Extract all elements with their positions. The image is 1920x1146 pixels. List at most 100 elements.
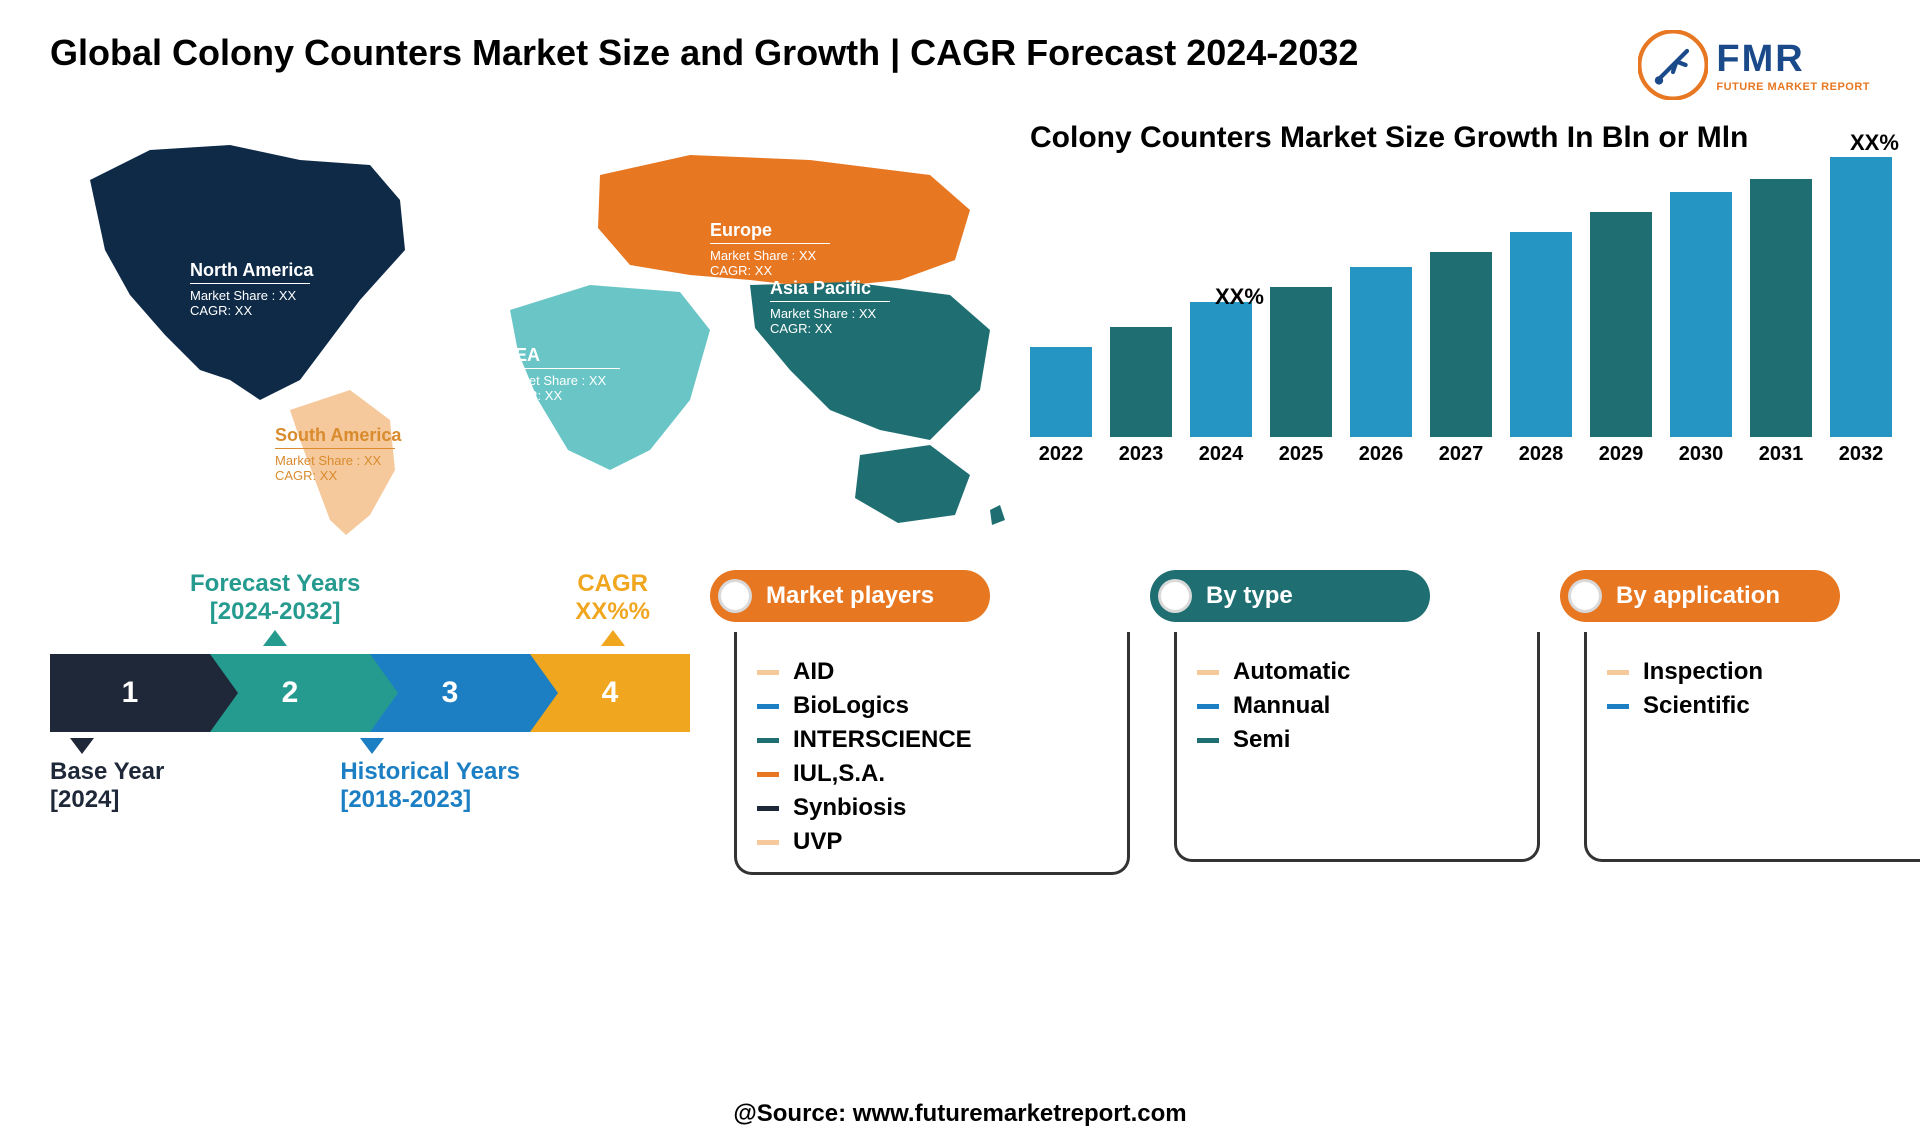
forecast-years: Forecast Years [2024-2032]: [190, 570, 360, 646]
bar-label: 2023: [1119, 443, 1164, 466]
timeline-below: Base Year [2024] Historical Years [2018-…: [50, 738, 690, 814]
list-item-label: Automatic: [1233, 658, 1350, 686]
list-item-label: Synbiosis: [793, 794, 906, 822]
list-item: Semi: [1197, 726, 1523, 754]
bar-label: 2027: [1439, 443, 1484, 466]
pill-by-application: By application: [1560, 570, 1840, 622]
bar-col: 2030: [1670, 192, 1732, 466]
bar-col: 2028: [1510, 232, 1572, 466]
bar-label: 2024: [1199, 443, 1244, 466]
list-item-label: Inspection: [1643, 658, 1763, 686]
page-title: Global Colony Counters Market Size and G…: [50, 30, 1358, 77]
list-item: Inspection: [1607, 658, 1920, 686]
triangle-down-icon: [360, 738, 384, 754]
dash-icon: [1197, 704, 1219, 709]
bar: [1750, 179, 1812, 437]
timeline-bar: 1234: [50, 654, 690, 732]
bar: [1670, 192, 1732, 437]
panel-by-type: By type Automatic Mannual Semi: [1150, 570, 1540, 875]
world-map: North America Market Share : XX CAGR: XX…: [50, 120, 1010, 540]
bar: [1510, 232, 1572, 437]
list-item-label: BioLogics: [793, 692, 909, 720]
list-item: INTERSCIENCE: [757, 726, 1113, 754]
list-market-players: AID BioLogics INTERSCIENCE IUL,S.A. Synbiosi…: [734, 632, 1130, 875]
bar-label: 2026: [1359, 443, 1404, 466]
list-item: Scientific: [1607, 692, 1920, 720]
dash-icon: [757, 772, 779, 777]
label-south-america: South America Market Share : XX CAGR: XX: [275, 425, 401, 483]
label-asia-pacific: Asia Pacific Market Share : XX CAGR: XX: [770, 278, 890, 336]
dash-icon: [757, 738, 779, 743]
bar-label: 2025: [1279, 443, 1324, 466]
bar: [1350, 267, 1412, 437]
list-item-label: Scientific: [1643, 692, 1750, 720]
chart-title: Colony Counters Market Size Growth In Bl…: [1030, 120, 1910, 156]
bar-col: 2022: [1030, 347, 1092, 466]
base-year: Base Year [2024]: [50, 738, 164, 814]
historical-years: Historical Years [2018-2023]: [340, 738, 520, 814]
cagr-label: CAGR XX%%: [575, 570, 650, 646]
list-item: UVP: [757, 828, 1113, 856]
list-item: Mannual: [1197, 692, 1523, 720]
logo-text: FMR FUTURE MARKET REPORT: [1716, 38, 1870, 93]
dash-icon: [1607, 704, 1629, 709]
bar-col: 2023: [1110, 327, 1172, 466]
list-item: Automatic: [1197, 658, 1523, 686]
bar-label: 2028: [1519, 443, 1564, 466]
triangle-up-icon: [601, 630, 625, 646]
timeline-top: Forecast Years [2024-2032] CAGR XX%%: [50, 570, 690, 646]
bar-col: 2032: [1830, 157, 1892, 466]
label-europe: Europe Market Share : XX CAGR: XX: [710, 220, 830, 278]
bars-container: XX% XX% 20222023202420252026202720282029…: [1030, 166, 1910, 466]
logo-sub: FUTURE MARKET REPORT: [1716, 81, 1870, 93]
pill-by-type: By type: [1150, 570, 1430, 622]
bar-label: 2031: [1759, 443, 1804, 466]
dash-icon: [757, 840, 779, 845]
list-by-application: Inspection Scientific: [1584, 632, 1920, 862]
list-item-label: Mannual: [1233, 692, 1330, 720]
pill-dot-icon: [1158, 579, 1192, 613]
bar-label: 2029: [1599, 443, 1644, 466]
label-north-america: North America Market Share : XX CAGR: XX: [190, 260, 313, 318]
bottom-row: Forecast Years [2024-2032] CAGR XX%% 123…: [50, 570, 1870, 875]
annot-xx1: XX%: [1215, 284, 1264, 310]
bar-col: 2031: [1750, 179, 1812, 466]
dash-icon: [757, 806, 779, 811]
logo: FMR FUTURE MARKET REPORT: [1638, 30, 1870, 100]
bar-label: 2022: [1039, 443, 1084, 466]
source-text: @Source: www.futuremarketreport.com: [0, 1100, 1920, 1128]
middle-row: North America Market Share : XX CAGR: XX…: [50, 120, 1870, 540]
region-australia: [855, 445, 970, 523]
bar: [1110, 327, 1172, 437]
logo-fmr: FMR: [1716, 38, 1870, 81]
triangle-up-icon: [263, 630, 287, 646]
telescope-icon: [1638, 30, 1708, 100]
bar-col: 2025: [1270, 287, 1332, 466]
label-mea: MEA Market Share : XX CAGR: XX: [500, 345, 620, 403]
bar: [1430, 252, 1492, 437]
pill-dot-icon: [1568, 579, 1602, 613]
bar-chart: Colony Counters Market Size Growth In Bl…: [1030, 120, 1910, 540]
panel-market-players: Market players AID BioLogics INTERSCIENCE I…: [710, 570, 1130, 875]
pill-dot-icon: [718, 579, 752, 613]
bar: [1830, 157, 1892, 437]
bar-label: 2030: [1679, 443, 1724, 466]
panel-by-application: By application Inspection Scientific: [1560, 570, 1920, 875]
dash-icon: [757, 670, 779, 675]
dash-icon: [1197, 738, 1219, 743]
pill-market-players: Market players: [710, 570, 990, 622]
bar-col: 2029: [1590, 212, 1652, 466]
list-item: AID: [757, 658, 1113, 686]
list-item-label: Semi: [1233, 726, 1290, 754]
list-by-type: Automatic Mannual Semi: [1174, 632, 1540, 862]
bar-label: 2032: [1839, 443, 1884, 466]
list-item: IUL,S.A.: [757, 760, 1113, 788]
dash-icon: [757, 704, 779, 709]
dash-icon: [1197, 670, 1219, 675]
bar: [1030, 347, 1092, 437]
list-item: Synbiosis: [757, 794, 1113, 822]
bar: [1270, 287, 1332, 437]
list-item: BioLogics: [757, 692, 1113, 720]
timeline: Forecast Years [2024-2032] CAGR XX%% 123…: [50, 570, 690, 875]
bar: [1190, 302, 1252, 437]
